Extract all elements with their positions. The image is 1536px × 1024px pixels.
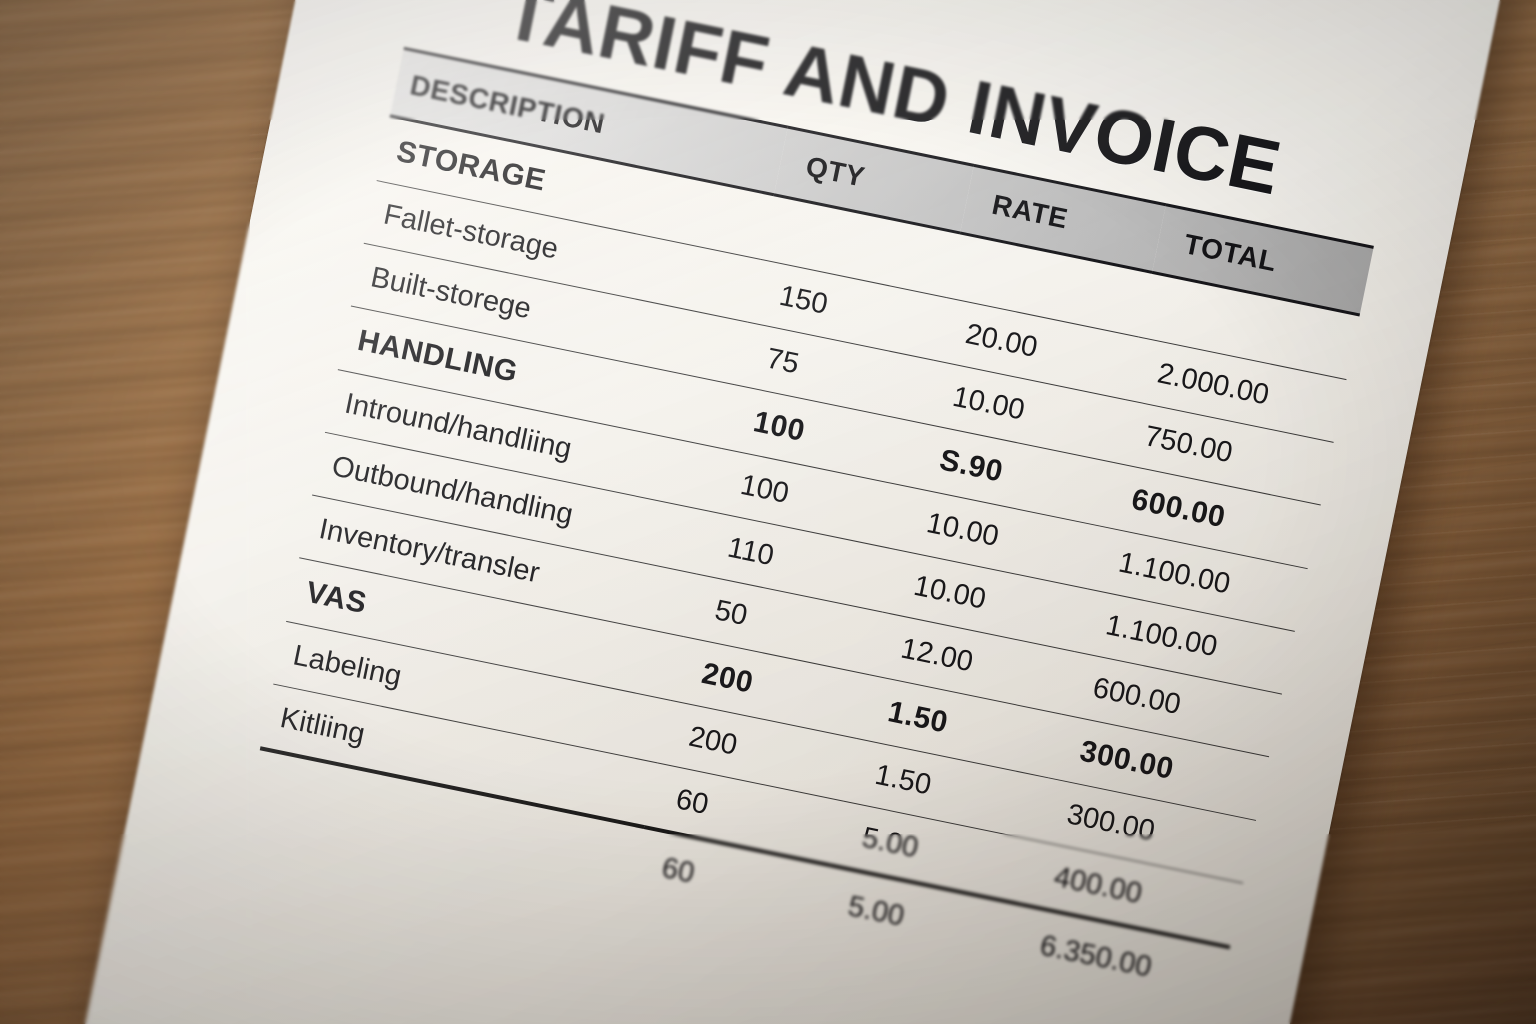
invoice-document: TARIFF AND INVOICE DESCRIPTION QTY RATE … (63, 0, 1512, 1024)
invoice-paper-sheet: TARIFF AND INVOICE DESCRIPTION QTY RATE … (63, 0, 1513, 1024)
